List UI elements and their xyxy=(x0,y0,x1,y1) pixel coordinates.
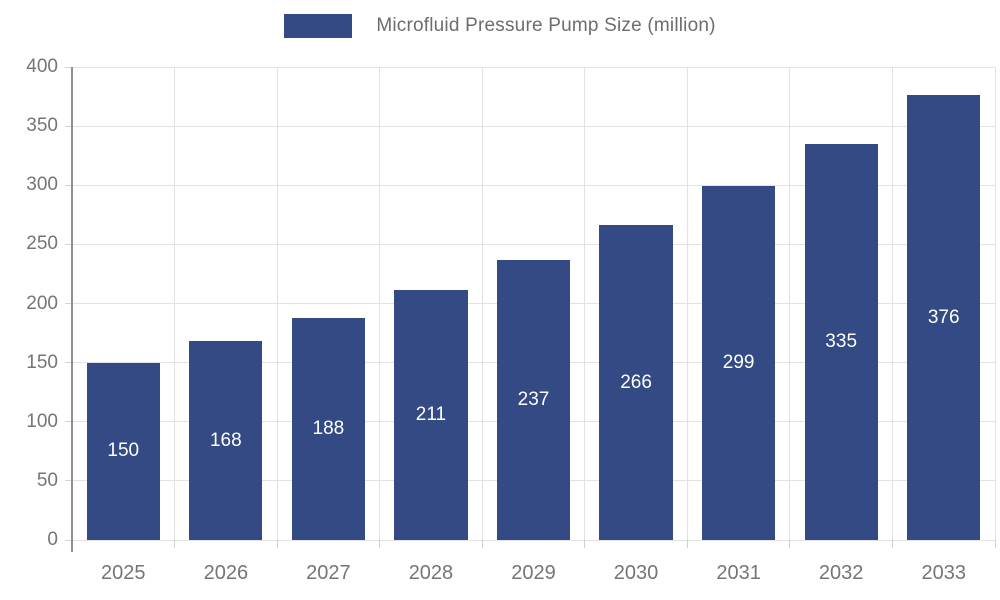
x-tick-mark xyxy=(686,540,688,548)
y-tick-label: 350 xyxy=(26,115,58,137)
bar-value-label: 150 xyxy=(107,440,140,462)
legend-swatch xyxy=(284,14,353,38)
bar xyxy=(394,290,468,540)
gridline-h xyxy=(72,66,995,68)
bar-value-label: 376 xyxy=(927,306,960,328)
gridline-h xyxy=(72,125,995,127)
bar xyxy=(907,95,981,540)
gridline-v xyxy=(276,67,278,540)
gridline-v xyxy=(686,67,688,540)
y-tick-mark xyxy=(65,184,72,186)
gridline-v xyxy=(584,67,586,540)
y-axis-line xyxy=(71,67,73,552)
bar xyxy=(86,362,160,540)
y-tick-mark xyxy=(65,539,72,541)
bar xyxy=(599,225,673,540)
y-tick-label: 200 xyxy=(26,292,58,314)
y-tick-label: 50 xyxy=(36,469,58,491)
x-tick-label: 2030 xyxy=(613,562,659,584)
x-tick-mark xyxy=(276,540,278,548)
x-tick-label: 2033 xyxy=(921,562,966,584)
y-tick-mark xyxy=(65,243,72,245)
x-tick-label: 2031 xyxy=(716,562,761,584)
x-tick-mark xyxy=(379,540,381,548)
x-tick-label: 2032 xyxy=(818,562,864,584)
x-tick-mark xyxy=(584,540,586,548)
x-tick-label: 2028 xyxy=(408,562,454,584)
legend: Microfluid Pressure Pump Size (million) xyxy=(0,14,1000,38)
y-tick-mark xyxy=(65,303,72,304)
y-tick-label: 150 xyxy=(26,351,58,373)
bar-value-label: 168 xyxy=(209,429,242,451)
y-tick-label: 250 xyxy=(26,233,58,255)
x-tick-mark xyxy=(481,540,483,548)
x-tick-mark xyxy=(174,540,176,548)
bar-value-label: 188 xyxy=(312,417,345,439)
gridline-h xyxy=(72,539,995,541)
bar xyxy=(189,341,263,540)
y-tick-mark xyxy=(65,480,72,482)
x-tick-mark xyxy=(994,540,996,548)
bar xyxy=(701,186,776,540)
y-tick-mark xyxy=(65,421,72,423)
gridline-v xyxy=(481,67,483,540)
bar-value-label: 299 xyxy=(722,352,755,374)
y-tick-mark xyxy=(65,125,72,127)
gridline-v xyxy=(174,67,176,540)
bar xyxy=(291,317,366,540)
x-tick-label: 2026 xyxy=(203,562,249,584)
gridline-v xyxy=(789,67,791,540)
bar-value-label: 211 xyxy=(415,404,447,426)
gridline-h xyxy=(72,184,995,186)
x-tick-label: 2027 xyxy=(306,562,351,584)
gridline-h xyxy=(72,243,995,245)
bar-value-label: 335 xyxy=(825,330,858,352)
chart-title: Microfluid Pressure Pump Size (million) xyxy=(376,15,716,36)
x-tick-mark xyxy=(891,540,893,548)
y-tick-label: 100 xyxy=(26,410,58,432)
gridline-v xyxy=(379,67,381,540)
y-tick-label: 300 xyxy=(26,174,58,196)
x-tick-label: 2029 xyxy=(511,562,556,584)
x-tick-mark xyxy=(789,540,791,548)
y-tick-label: 400 xyxy=(26,56,58,77)
y-tick-mark xyxy=(65,362,72,364)
gridline-v xyxy=(994,67,996,540)
y-tick-label: 0 xyxy=(47,529,58,550)
bar-value-label: 266 xyxy=(620,371,652,393)
x-tick-label: 2025 xyxy=(101,562,146,584)
gridline-v xyxy=(891,67,893,540)
y-tick-mark xyxy=(65,66,72,68)
bar-value-label: 237 xyxy=(517,388,550,410)
bar xyxy=(804,143,878,540)
bar xyxy=(496,259,571,540)
